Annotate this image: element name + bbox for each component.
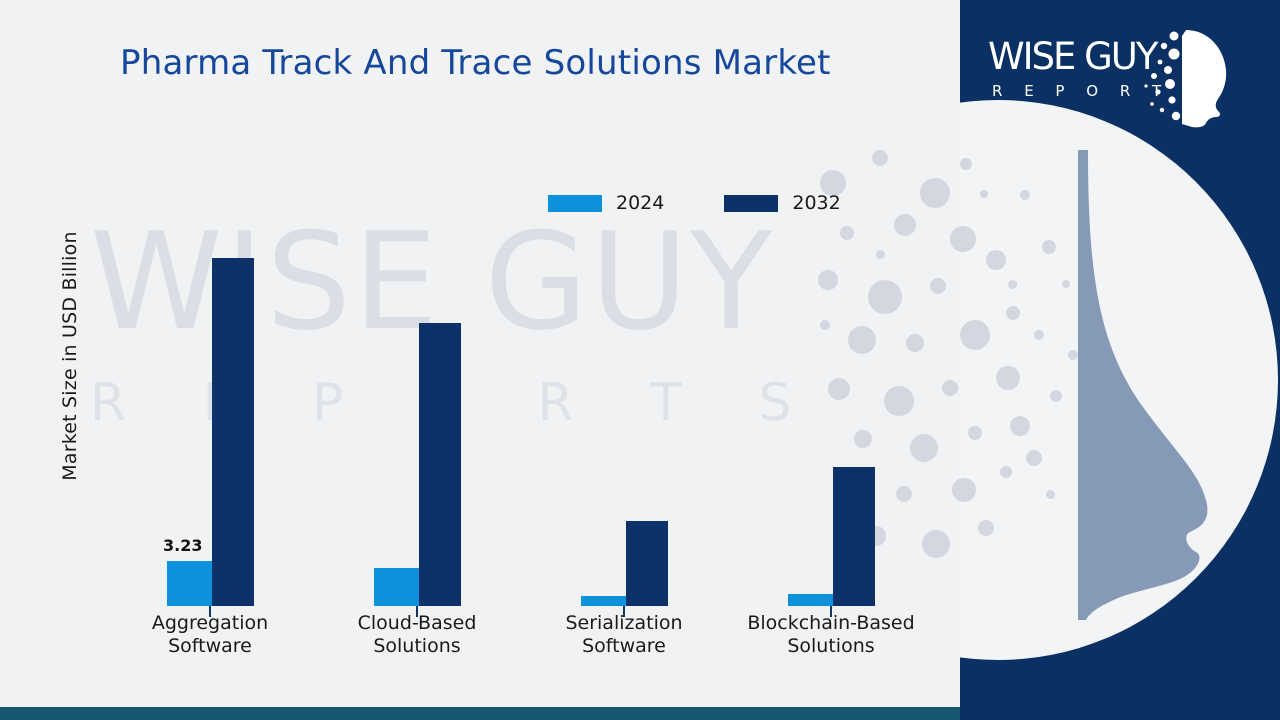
legend-label-2032: 2032 [792,192,841,214]
chart-plot-area: 3.23 [120,230,950,617]
category-label-2: Serialization Software [519,612,729,658]
legend-item-2032[interactable]: 2032 [724,192,841,214]
legend-swatch-2024 [548,195,602,212]
y-axis-label: Market Size in USD Billion [59,231,81,481]
legend-item-2024[interactable]: 2024 [548,194,664,213]
bar-2024-2[interactable] [580,595,626,606]
category-label-line: Solutions [787,635,875,657]
bar-2032-1[interactable] [418,323,461,606]
axis-tick-3 [830,606,832,617]
legend-label-2024: 2024 [616,192,665,214]
bar-value-label: 3.23 [163,536,203,556]
category-label-line: Blockchain-Based [747,612,915,634]
decorative-dot [920,178,950,208]
page-title: Pharma Track And Trace Solutions Market [120,43,831,83]
bar-group-3 [741,230,921,617]
logo-name: WISE GUY [988,35,1158,78]
bar-2032-0[interactable] [211,257,254,606]
bar-group-2 [534,230,714,617]
bar-2024-3[interactable] [787,594,833,606]
bar-2032-2[interactable] [625,521,668,606]
legend-swatch-2032 [724,195,779,212]
logo-subtitle: R E P O R T S [992,82,1201,100]
bar-group-0: 3.23 [120,230,300,617]
chart-legend: 2024 2032 [548,194,841,213]
bar-2024-1[interactable] [373,568,419,606]
category-label-line: Solutions [373,635,461,657]
axis-tick-0 [209,606,211,617]
category-label-line: Software [168,635,252,657]
bar-2032-3[interactable] [832,467,875,606]
category-label-line: Aggregation [151,612,269,634]
category-label-0: Aggregation Software [105,612,315,658]
category-label-line: Cloud-Based [357,612,477,634]
logo-head-icon [1124,24,1234,132]
category-label-line: Software [582,635,666,657]
bar-group-1 [327,230,507,617]
decorative-dot [872,150,888,166]
category-label-line: Serialization [565,612,683,634]
axis-tick-2 [623,606,625,617]
bar-2024-0[interactable] [166,561,212,606]
bottom-accent-strip [0,707,960,720]
x-axis-category-labels: Aggregation Software Cloud-Based Solutions S… [120,612,950,674]
category-label-3: Blockchain-Based Solutions [726,612,936,658]
wiseguy-reports-logo: WISE GUY R E P O R T S [988,30,1227,128]
axis-tick-1 [416,606,418,617]
category-label-1: Cloud-Based Solutions [312,612,522,658]
head-silhouette-icon [1078,150,1280,620]
